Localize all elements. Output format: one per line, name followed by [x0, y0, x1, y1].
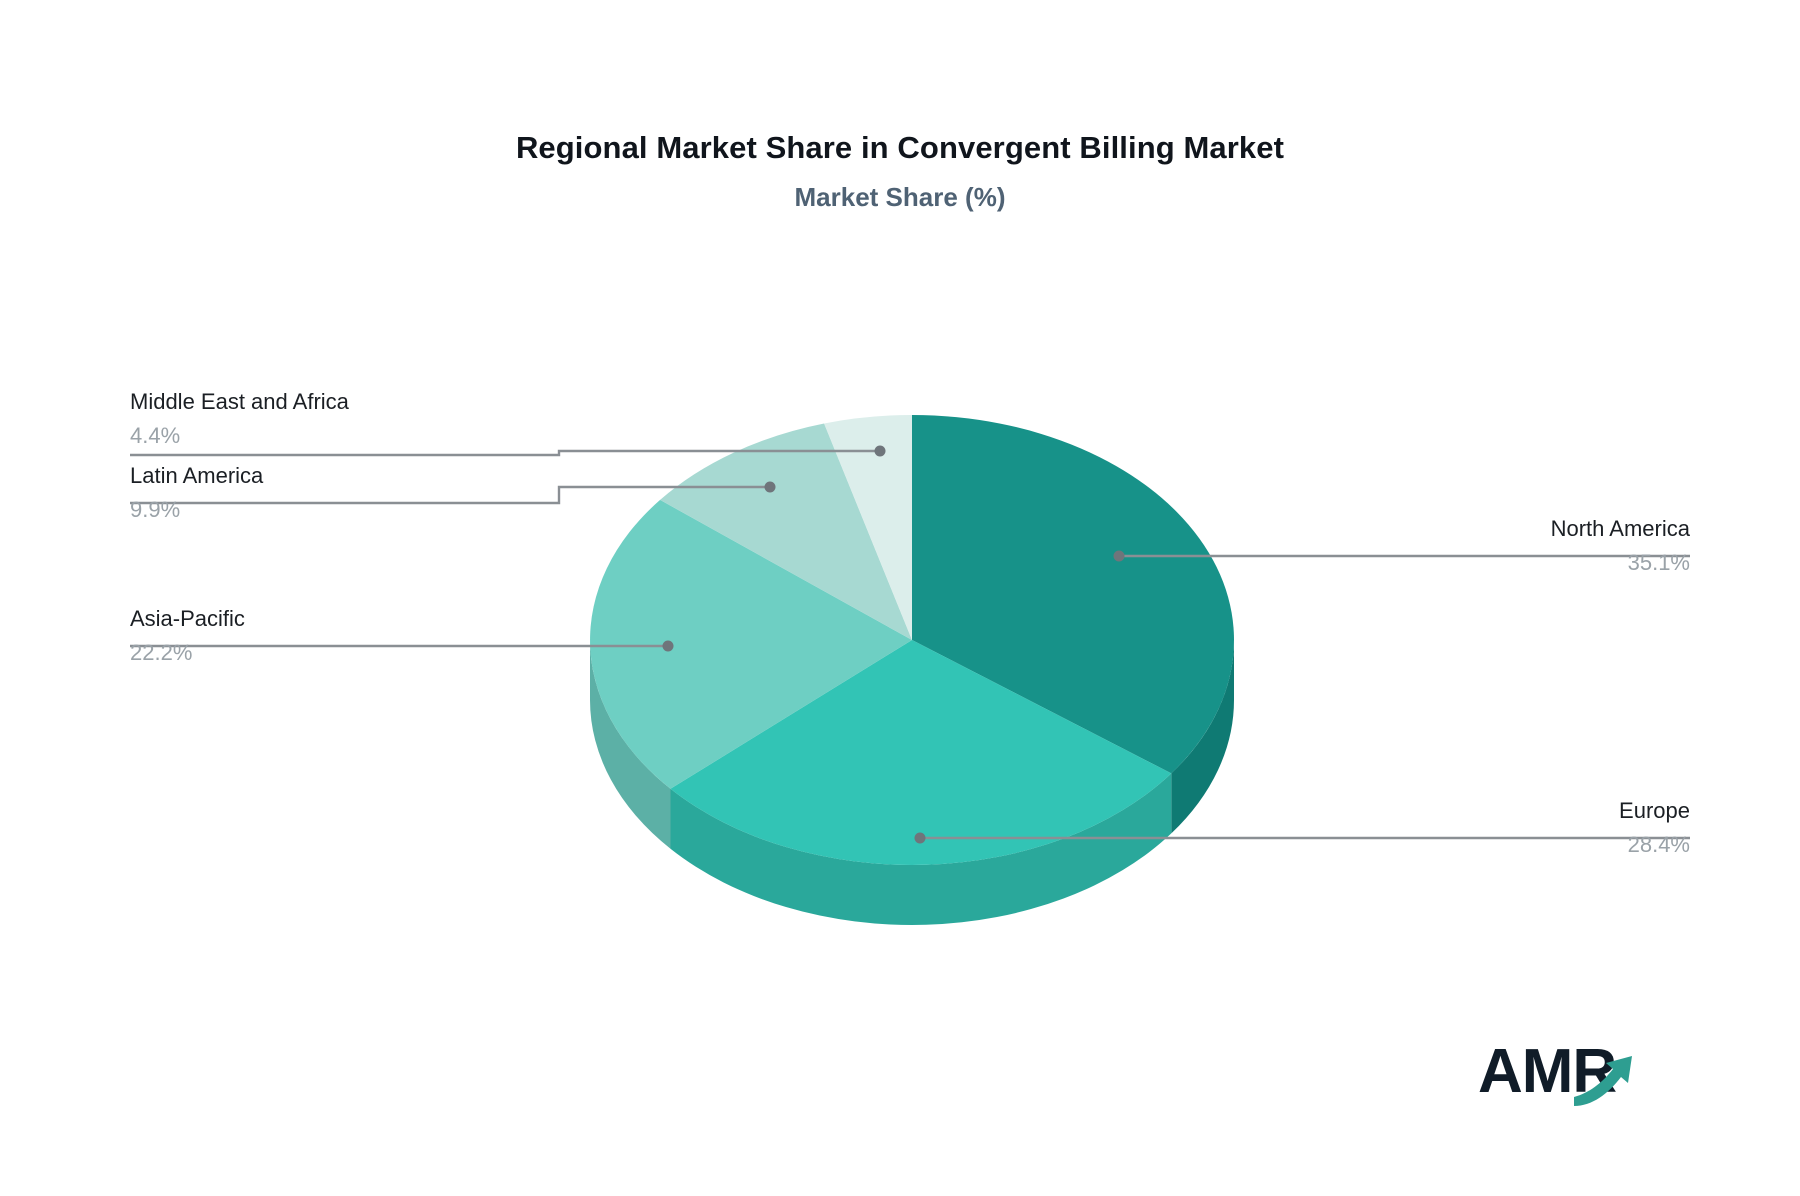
leader-lines — [130, 449, 1690, 840]
chart-subtitle: Market Share (%) — [794, 182, 1006, 212]
pie-slice-latin-america — [660, 423, 912, 640]
callout-value-europe: 28.4% — [1627, 832, 1690, 857]
pie-slice-europe — [670, 640, 1172, 865]
pie-side-europe — [670, 773, 1172, 925]
callout-value-latin-america: 9.9% — [130, 497, 181, 522]
leader-dot-north-america — [1113, 550, 1125, 562]
chart-title: Regional Market Share in Convergent Bill… — [515, 130, 1285, 165]
leader-dots — [662, 445, 1125, 844]
callout-label-asia-pacific: Asia-Pacific — [130, 606, 245, 631]
pie-top-face — [590, 414, 1234, 865]
pie-slice-middle-east-africa — [824, 414, 912, 640]
leader-dot-asia-pacific — [662, 640, 674, 652]
pie-slice-asia-pacific — [590, 499, 912, 789]
callout-europe: Europe 28.4% — [1290, 797, 1690, 859]
callout-label-middle-east-africa: Middle East and Africa — [130, 389, 349, 414]
callout-value-north-america: 35.1% — [1627, 550, 1690, 575]
callout-asia-pacific: Asia-Pacific 22.2% — [130, 605, 245, 667]
leader-dot-europe — [914, 832, 926, 844]
leader-line-middle-east-africa — [130, 449, 880, 457]
leader-line-latin-america — [130, 485, 770, 505]
amr-logo: AMR — [1478, 1037, 1632, 1106]
chart-header: Regional Market Share in Convergent Bill… — [0, 128, 1800, 214]
leader-dot-middle-east-africa — [874, 445, 886, 457]
pie-side-asia-pacific — [590, 640, 671, 849]
pie-side-walls — [590, 640, 1234, 925]
pie-side-north-america — [1171, 640, 1234, 834]
callout-label-latin-america: Latin America — [130, 463, 264, 488]
callout-north-america: North America 35.1% — [1290, 515, 1690, 577]
leader-dot-latin-america — [764, 481, 776, 493]
callout-value-middle-east-africa: 4.4% — [130, 423, 181, 448]
callout-middle-east-africa: Middle East and Africa 4.4% — [130, 388, 349, 450]
pie-slice-north-america — [912, 415, 1234, 774]
callout-value-asia-pacific: 22.2% — [130, 640, 193, 665]
callout-latin-america: Latin America 9.9% — [130, 462, 263, 524]
callout-label-europe: Europe — [1619, 798, 1690, 823]
growth-arrow-icon — [1574, 1056, 1632, 1106]
callout-label-north-america: North America — [1550, 516, 1690, 541]
